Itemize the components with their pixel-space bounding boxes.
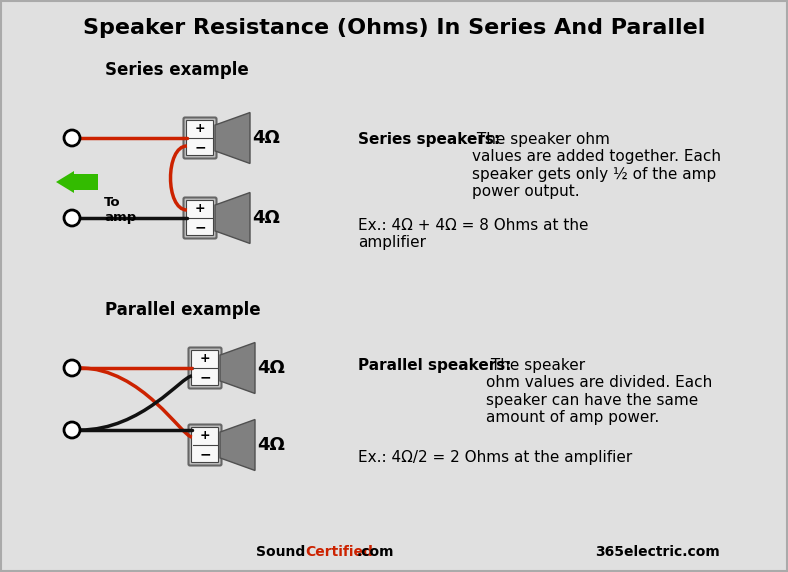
FancyBboxPatch shape xyxy=(191,351,218,386)
Text: To
amp: To amp xyxy=(104,196,136,224)
FancyBboxPatch shape xyxy=(187,121,214,156)
FancyBboxPatch shape xyxy=(188,424,221,466)
Text: 4Ω: 4Ω xyxy=(257,359,285,377)
Text: Series speakers:: Series speakers: xyxy=(358,132,500,147)
Text: Speaker Resistance (Ohms) In Series And Parallel: Speaker Resistance (Ohms) In Series And … xyxy=(83,18,705,38)
Text: Certified: Certified xyxy=(305,545,373,559)
Text: .com: .com xyxy=(357,545,395,559)
Text: Ex.: 4Ω + 4Ω = 8 Ohms at the
amplifier: Ex.: 4Ω + 4Ω = 8 Ohms at the amplifier xyxy=(358,218,589,251)
Circle shape xyxy=(64,130,80,146)
Circle shape xyxy=(64,210,80,226)
Text: 4Ω: 4Ω xyxy=(252,209,280,227)
Text: −: − xyxy=(199,371,211,384)
Text: Ex.: 4Ω/2 = 2 Ohms at the amplifier: Ex.: 4Ω/2 = 2 Ohms at the amplifier xyxy=(358,450,632,465)
Text: +: + xyxy=(195,122,206,135)
FancyBboxPatch shape xyxy=(184,197,217,239)
FancyBboxPatch shape xyxy=(184,117,217,158)
Circle shape xyxy=(64,360,80,376)
Text: Sound: Sound xyxy=(256,545,305,559)
FancyBboxPatch shape xyxy=(188,348,221,388)
FancyBboxPatch shape xyxy=(187,201,214,236)
Text: Parallel example: Parallel example xyxy=(105,301,261,319)
Text: The speaker
ohm values are divided. Each
speaker can have the same
amount of amp: The speaker ohm values are divided. Each… xyxy=(485,358,712,425)
FancyArrow shape xyxy=(56,171,98,193)
Polygon shape xyxy=(220,419,255,471)
Text: −: − xyxy=(194,141,206,154)
Text: +: + xyxy=(195,202,206,215)
Text: +: + xyxy=(199,352,210,365)
Text: 365electric.com: 365electric.com xyxy=(595,545,720,559)
Polygon shape xyxy=(215,193,250,244)
Text: The speaker ohm
values are added together. Each
speaker gets only ½ of the amp
p: The speaker ohm values are added togethe… xyxy=(471,132,720,199)
Polygon shape xyxy=(220,343,255,394)
Circle shape xyxy=(64,422,80,438)
Text: −: − xyxy=(194,220,206,235)
Text: −: − xyxy=(199,447,211,462)
Text: 4Ω: 4Ω xyxy=(257,436,285,454)
Text: +: + xyxy=(199,429,210,442)
FancyBboxPatch shape xyxy=(191,427,218,463)
Text: Series example: Series example xyxy=(105,61,249,79)
Text: Parallel speakers:: Parallel speakers: xyxy=(358,358,511,373)
Text: 4Ω: 4Ω xyxy=(252,129,280,147)
Polygon shape xyxy=(215,113,250,164)
